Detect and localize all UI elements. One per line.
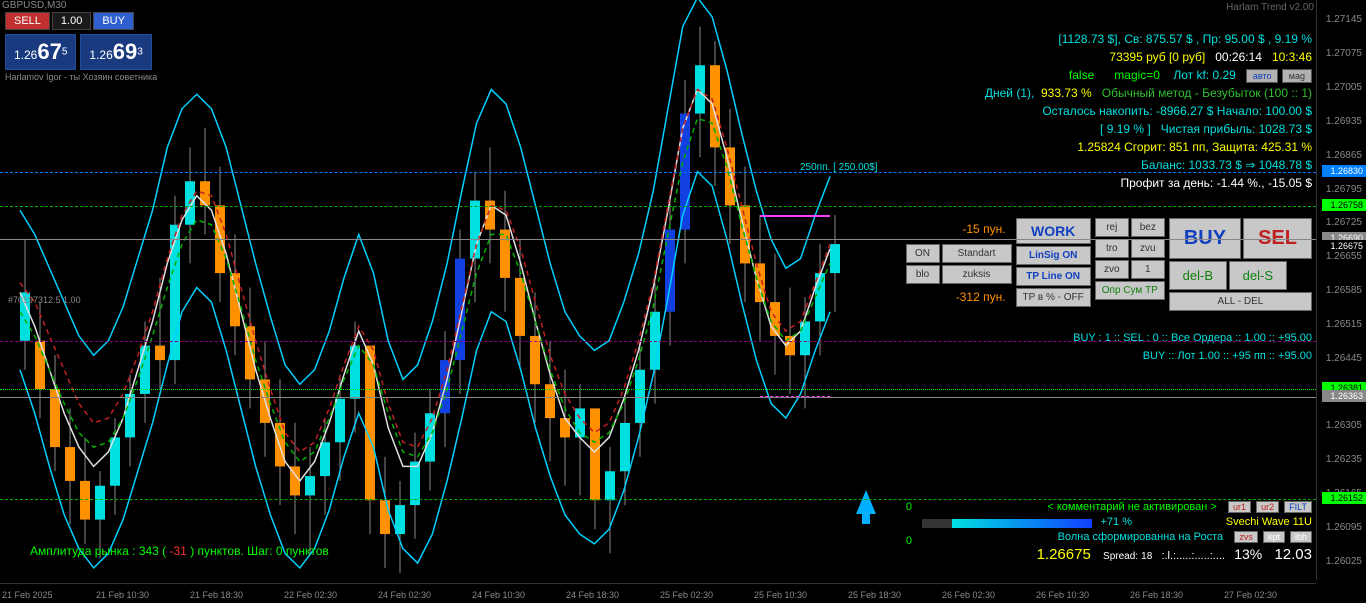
offset-312: -312 пун. [906,286,1012,308]
zero-2: 0 [906,535,912,547]
time-tick: 25 Feb 02:30 [660,590,713,600]
bez-button[interactable]: bez [1131,218,1165,237]
ask-price[interactable]: 1.26693 [80,34,151,70]
price-tick: 1.27075 [1326,48,1362,59]
price-tick: 1.26305 [1326,420,1362,431]
volume-input[interactable]: 1.00 [52,12,91,30]
linsig-button[interactable]: LinSig ON [1016,246,1091,265]
time-tick: 24 Feb 10:30 [472,590,525,600]
ur1-button[interactable]: ur1 [1228,501,1251,513]
bottom-info: 0 < комментарий не активирован > ur1 ur2… [1037,501,1312,563]
time-tick: 26 Feb 02:30 [942,590,995,600]
price-tick: 1.26235 [1326,454,1362,465]
time-tick: 24 Feb 18:30 [566,590,619,600]
sell-button[interactable]: SELL [5,12,50,30]
price-badge: 1.26675 [1322,240,1366,252]
price-badge: 1.26758 [1322,199,1366,211]
alldel-button[interactable]: ALL - DEL [1169,292,1312,311]
segment-line [760,396,830,397]
price-axis: 1.27145 1.27075 1.27005 1.26935 1.26865 1.267… [1316,0,1366,580]
on-button[interactable]: ON [906,244,940,263]
price-tick: 1.26655 [1326,251,1362,262]
price-tick: 1.27005 [1326,82,1362,93]
mag-button[interactable]: маg [1282,69,1312,83]
filt-button[interactable]: FILT [1284,501,1312,513]
ur2-button[interactable]: ur2 [1256,501,1279,513]
bid-price[interactable]: 1.26675 [5,34,76,70]
owner-label: Harlamov Igor - ты Хозяин советника [5,72,157,82]
rej-button[interactable]: rej [1095,218,1129,237]
lbh-button[interactable]: lbh [1290,531,1312,543]
progress-bar [952,519,1092,528]
delb-button[interactable]: del-B [1169,261,1227,290]
time-tick: 25 Feb 10:30 [754,590,807,600]
kpt-button[interactable]: kpt [1263,531,1285,543]
price-tick: 1.27145 [1326,14,1362,25]
price-tick: 1.26865 [1326,150,1362,161]
hline [0,172,1316,173]
oprsum-button[interactable]: Опр Сум ТР [1095,281,1165,300]
trade-buttons: SELL 1.00 BUY [5,12,134,30]
zvu-button[interactable]: zvu [1131,239,1165,258]
dels-button[interactable]: del-S [1229,261,1287,290]
zvs-button[interactable]: zvs [1234,531,1258,543]
buy-button[interactable]: BUY [93,12,134,30]
zuksis-button[interactable]: zuksis [942,265,1012,284]
price-display: 1.26675 1.26693 [5,34,152,70]
price-tick: 1.26795 [1326,184,1362,195]
order-summary: BUY : 1 :: SEL : 0 :: Все Ордера :: 1.00… [1073,332,1312,362]
price-tick: 1.26725 [1326,217,1362,228]
tpoff-button[interactable]: TP в % - OFF [1016,288,1091,307]
indicator-label: Harlam Trend v2.00 [1226,2,1314,13]
blo-button[interactable]: blo [906,265,940,284]
position-label: #70197312.5 1.00 [8,295,81,305]
time-tick: 24 Feb 02:30 [378,590,431,600]
time-tick: 26 Feb 10:30 [1036,590,1089,600]
time-tick: 27 Feb 02:30 [1224,590,1277,600]
price-tick: 1.26585 [1326,285,1362,296]
hline [0,389,1316,390]
time-tick: 22 Feb 02:30 [284,590,337,600]
time-tick: 21 Feb 2025 [2,590,53,600]
price-tick: 1.26025 [1326,556,1362,567]
time-tick: 26 Feb 18:30 [1130,590,1183,600]
time-axis: 21 Feb 2025 21 Feb 10:30 21 Feb 18:30 22 Fe… [0,583,1316,603]
price-tick: 1.26445 [1326,353,1362,364]
price-badge: 1.26363 [1322,390,1366,402]
time-tick: 21 Feb 10:30 [96,590,149,600]
zero-1: 0 [906,501,912,513]
auto-button[interactable]: авто [1246,69,1279,83]
price-tick: 1.26095 [1326,522,1362,533]
standart-button[interactable]: Standart [942,244,1012,263]
price-tick: 1.26935 [1326,116,1362,127]
one-button[interactable]: 1 [1131,260,1165,279]
hline [0,397,1316,398]
zvo-button[interactable]: zvo [1095,260,1129,279]
segment-line [760,215,830,217]
tpline-button[interactable]: TP Line ON [1016,267,1091,286]
price-badge: 1.26152 [1322,492,1366,504]
symbol-label: GBPUSD,M30 [2,0,66,11]
amplitude-label: Амплитуда рынка : 343 ( -31 ) пунктов. Ш… [30,544,329,558]
hline [0,341,1316,342]
hline [0,499,1316,500]
time-tick: 21 Feb 18:30 [190,590,243,600]
hline [0,239,1316,240]
control-panel: -15 пун. ON Standart blo zuksis -312 пун… [906,218,1312,311]
price-badge: 1.26830 [1322,165,1366,177]
info-panel: [1128.73 $], Св: 875.57 $ , Пр: 95.00 $ … [985,30,1312,192]
time-tick: 25 Feb 18:30 [848,590,901,600]
tro-button[interactable]: tro [1095,239,1129,258]
hline [0,206,1316,207]
price-tick: 1.26515 [1326,319,1362,330]
